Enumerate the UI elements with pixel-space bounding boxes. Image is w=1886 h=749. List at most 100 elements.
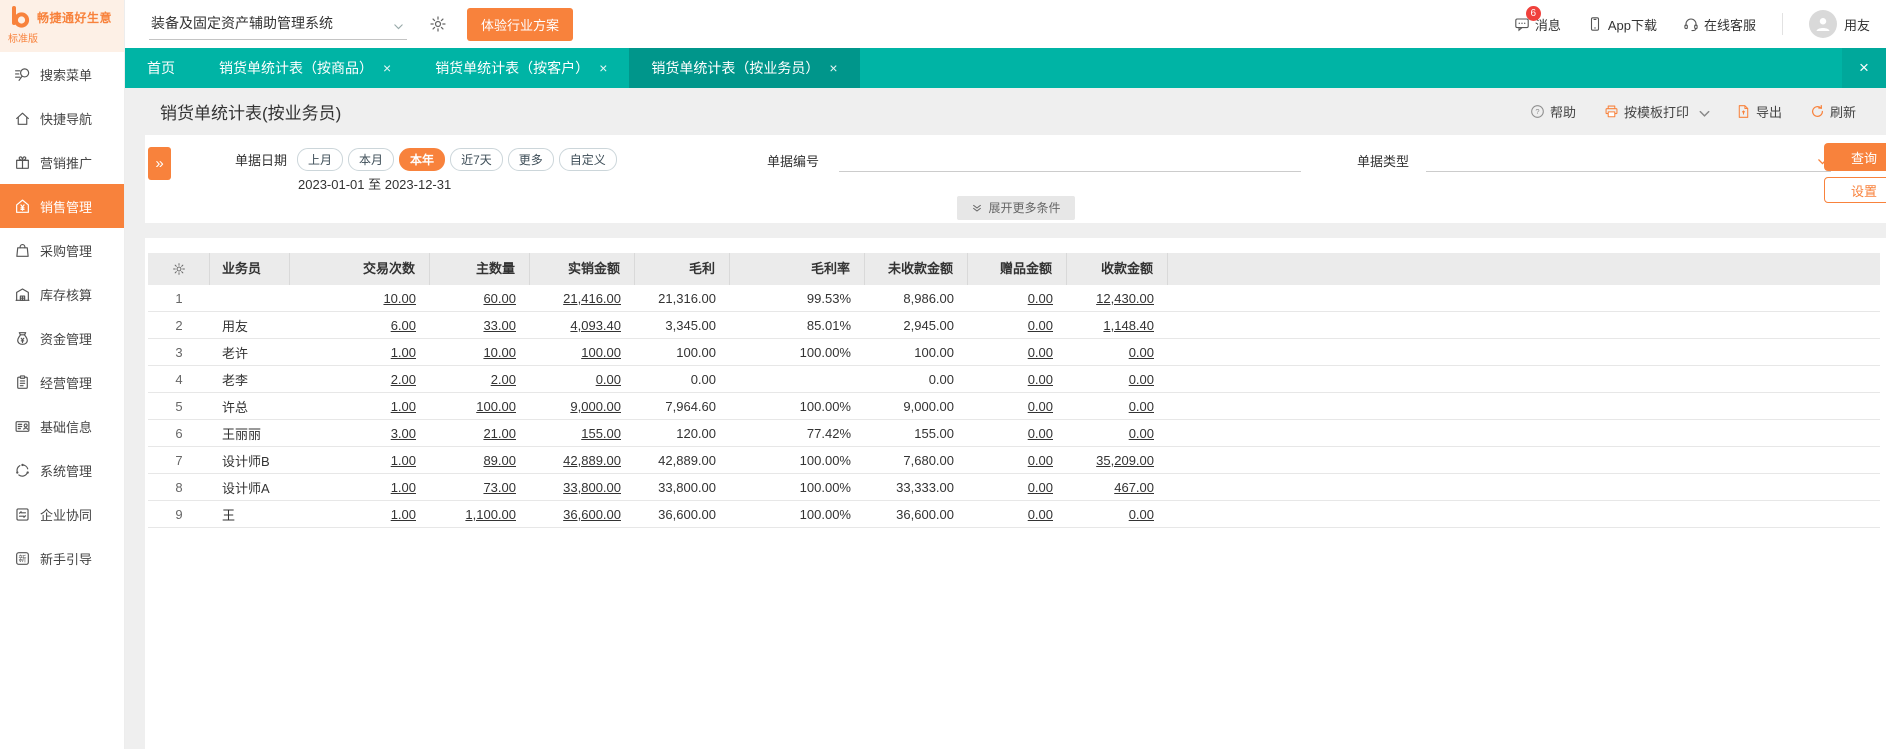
drill-down-link[interactable]: 0.00 [1128, 344, 1154, 360]
drill-down-link[interactable]: 36,600.00 [563, 506, 621, 522]
drill-down-link[interactable]: 0.00 [595, 371, 621, 387]
sidebar-item-basic-info[interactable]: 基础信息 [0, 404, 124, 448]
tab-close-icon[interactable]: × [383, 60, 392, 76]
refresh-button[interactable]: 刷新 [1810, 102, 1856, 121]
drill-down-link[interactable]: 33.00 [483, 317, 516, 333]
doc-type-select[interactable] [1426, 151, 1832, 172]
cell-gross-margin: 100.00% [799, 506, 851, 522]
drill-down-link[interactable]: 1.00 [390, 479, 416, 495]
sidebar-item-label: 快捷导航 [40, 111, 93, 127]
date-option-custom[interactable]: 自定义 [558, 148, 617, 171]
sidebar-item-inventory[interactable]: 库存核算 [0, 272, 124, 316]
sidebar-item-marketing[interactable]: 营销推广 [0, 140, 124, 184]
drill-down-link[interactable]: 6.00 [390, 317, 416, 333]
drill-down-link[interactable]: 9,000.00 [570, 398, 621, 414]
tab-home[interactable]: 首页 [125, 48, 197, 88]
sidebar-item-enterprise-collab[interactable]: 企业协同 [0, 492, 124, 536]
sidebar-item-purchase-mgmt[interactable]: 采购管理 [0, 228, 124, 272]
tab-sales-by-salesperson[interactable]: 销货单统计表（按业务员） × [629, 48, 860, 88]
drill-down-link[interactable]: 0.00 [1128, 506, 1154, 522]
sidebar-item-label: 经营管理 [40, 375, 93, 391]
drill-down-link[interactable]: 0.00 [1027, 506, 1053, 522]
tab-sales-by-customer[interactable]: 销货单统计表（按客户） × [413, 48, 629, 88]
drill-down-link[interactable]: 2.00 [390, 371, 416, 387]
drill-down-link[interactable]: 10.00 [483, 344, 516, 360]
drill-down-link[interactable]: 0.00 [1027, 452, 1053, 468]
date-option-last-month[interactable]: 上月 [297, 148, 344, 171]
tab-sales-by-product[interactable]: 销货单统计表（按商品） × [197, 48, 413, 88]
date-range-value[interactable]: 2023-01-01 至 2023-12-31 [298, 177, 452, 192]
drill-down-link[interactable]: 100.00 [581, 344, 621, 360]
tabs-container: 首页 销货单统计表（按商品） × 销货单统计表（按客户） × 销货单统计表（按业务员… [125, 48, 860, 88]
doc-no-input[interactable] [839, 151, 1302, 172]
column-settings-button[interactable] [148, 253, 210, 285]
gear-icon[interactable] [429, 15, 447, 33]
trial-solution-button[interactable]: 体验行业方案 [467, 7, 574, 41]
drill-down-link[interactable]: 467.00 [1114, 479, 1154, 495]
drill-down-link[interactable]: 0.00 [1128, 425, 1154, 441]
sidebar-item-system-mgmt[interactable]: 系统管理 [0, 448, 124, 492]
tab-close-icon[interactable]: × [599, 60, 608, 76]
settings-button[interactable]: 设置 [1824, 177, 1886, 203]
drill-down-link[interactable]: 21,416.00 [563, 290, 621, 306]
query-button[interactable]: 查询 [1824, 143, 1886, 171]
print-by-template-button[interactable]: 按模板打印 [1604, 102, 1710, 121]
collapse-filter-button[interactable]: » [148, 147, 171, 180]
drill-down-link[interactable]: 1.00 [390, 452, 416, 468]
sidebar-item-sales-mgmt[interactable]: 销售管理 [0, 184, 124, 228]
drill-down-link[interactable]: 1,100.00 [465, 506, 516, 522]
drill-down-link[interactable]: 100.00 [476, 398, 516, 414]
drill-down-link[interactable]: 89.00 [483, 452, 516, 468]
drill-down-link[interactable]: 3.00 [390, 425, 416, 441]
drill-down-link[interactable]: 1,148.40 [1103, 317, 1154, 333]
date-option-this-month[interactable]: 本月 [348, 148, 395, 171]
app-download-button[interactable]: App下载 [1587, 15, 1657, 34]
date-option-last-7-days[interactable]: 近7天 [450, 148, 503, 171]
drill-down-link[interactable]: 0.00 [1128, 398, 1154, 414]
expand-more-conditions[interactable]: 展开更多条件 [956, 196, 1075, 220]
drill-down-link[interactable]: 0.00 [1027, 398, 1053, 414]
messages-button[interactable]: 消息 6 [1514, 5, 1561, 34]
sidebar-item-operation-mgmt[interactable]: 经营管理 [0, 360, 124, 404]
drill-down-link[interactable]: 0.00 [1027, 371, 1053, 387]
drill-down-link[interactable]: 1.00 [390, 344, 416, 360]
drill-down-link[interactable]: 2.00 [490, 371, 516, 387]
drill-down-link[interactable]: 0.00 [1027, 317, 1053, 333]
drill-down-link[interactable]: 1.00 [390, 398, 416, 414]
date-option-this-year[interactable]: 本年 [399, 148, 446, 171]
drill-down-link[interactable]: 35,209.00 [1096, 452, 1154, 468]
drill-down-link[interactable]: 12,430.00 [1096, 290, 1154, 306]
drill-down-link[interactable]: 0.00 [1027, 290, 1053, 306]
sidebar-item-newbie-guide[interactable]: 新 新手引导 [0, 536, 124, 580]
cell-txn-count: 10.00 [290, 291, 430, 306]
drill-down-link[interactable]: 155.00 [581, 425, 621, 441]
drill-down-link[interactable]: 42,889.00 [563, 452, 621, 468]
close-all-tabs-icon[interactable]: × [1842, 48, 1886, 88]
sidebar-item-search-menu[interactable]: 搜索菜单 [0, 52, 124, 96]
date-option-more[interactable]: 更多 [507, 148, 554, 171]
drill-down-link[interactable]: 4,093.40 [570, 317, 621, 333]
drill-down-link[interactable]: 0.00 [1027, 425, 1053, 441]
cell-salesperson: 用友 [222, 318, 249, 334]
system-select[interactable]: 装备及固定资产辅助管理系统 [149, 9, 407, 40]
cell-gross-profit: 42,889.00 [658, 452, 716, 468]
export-button[interactable]: 导出 [1736, 102, 1782, 121]
drill-down-link[interactable]: 0.00 [1128, 371, 1154, 387]
sidebar-item-funds-mgmt[interactable]: 资金管理 [0, 316, 124, 360]
clipboard-icon [14, 374, 31, 391]
drill-down-link[interactable]: 60.00 [483, 290, 516, 306]
sidebar-item-quick-nav[interactable]: 快捷导航 [0, 96, 124, 140]
column-header-unreceived-amount: 未收款金额 [865, 253, 968, 285]
drill-down-link[interactable]: 21.00 [483, 425, 516, 441]
drill-down-link[interactable]: 0.00 [1027, 479, 1053, 495]
cell-sales-amount: 21,416.00 [530, 291, 635, 306]
drill-down-link[interactable]: 0.00 [1027, 344, 1053, 360]
online-service-button[interactable]: 在线客服 [1683, 15, 1756, 34]
drill-down-link[interactable]: 33,800.00 [563, 479, 621, 495]
help-button[interactable]: ? 帮助 [1530, 102, 1576, 121]
drill-down-link[interactable]: 1.00 [390, 506, 416, 522]
drill-down-link[interactable]: 10.00 [383, 290, 416, 306]
tab-close-icon[interactable]: × [829, 60, 838, 76]
drill-down-link[interactable]: 73.00 [483, 479, 516, 495]
user-menu[interactable]: 用友 [1808, 10, 1870, 38]
